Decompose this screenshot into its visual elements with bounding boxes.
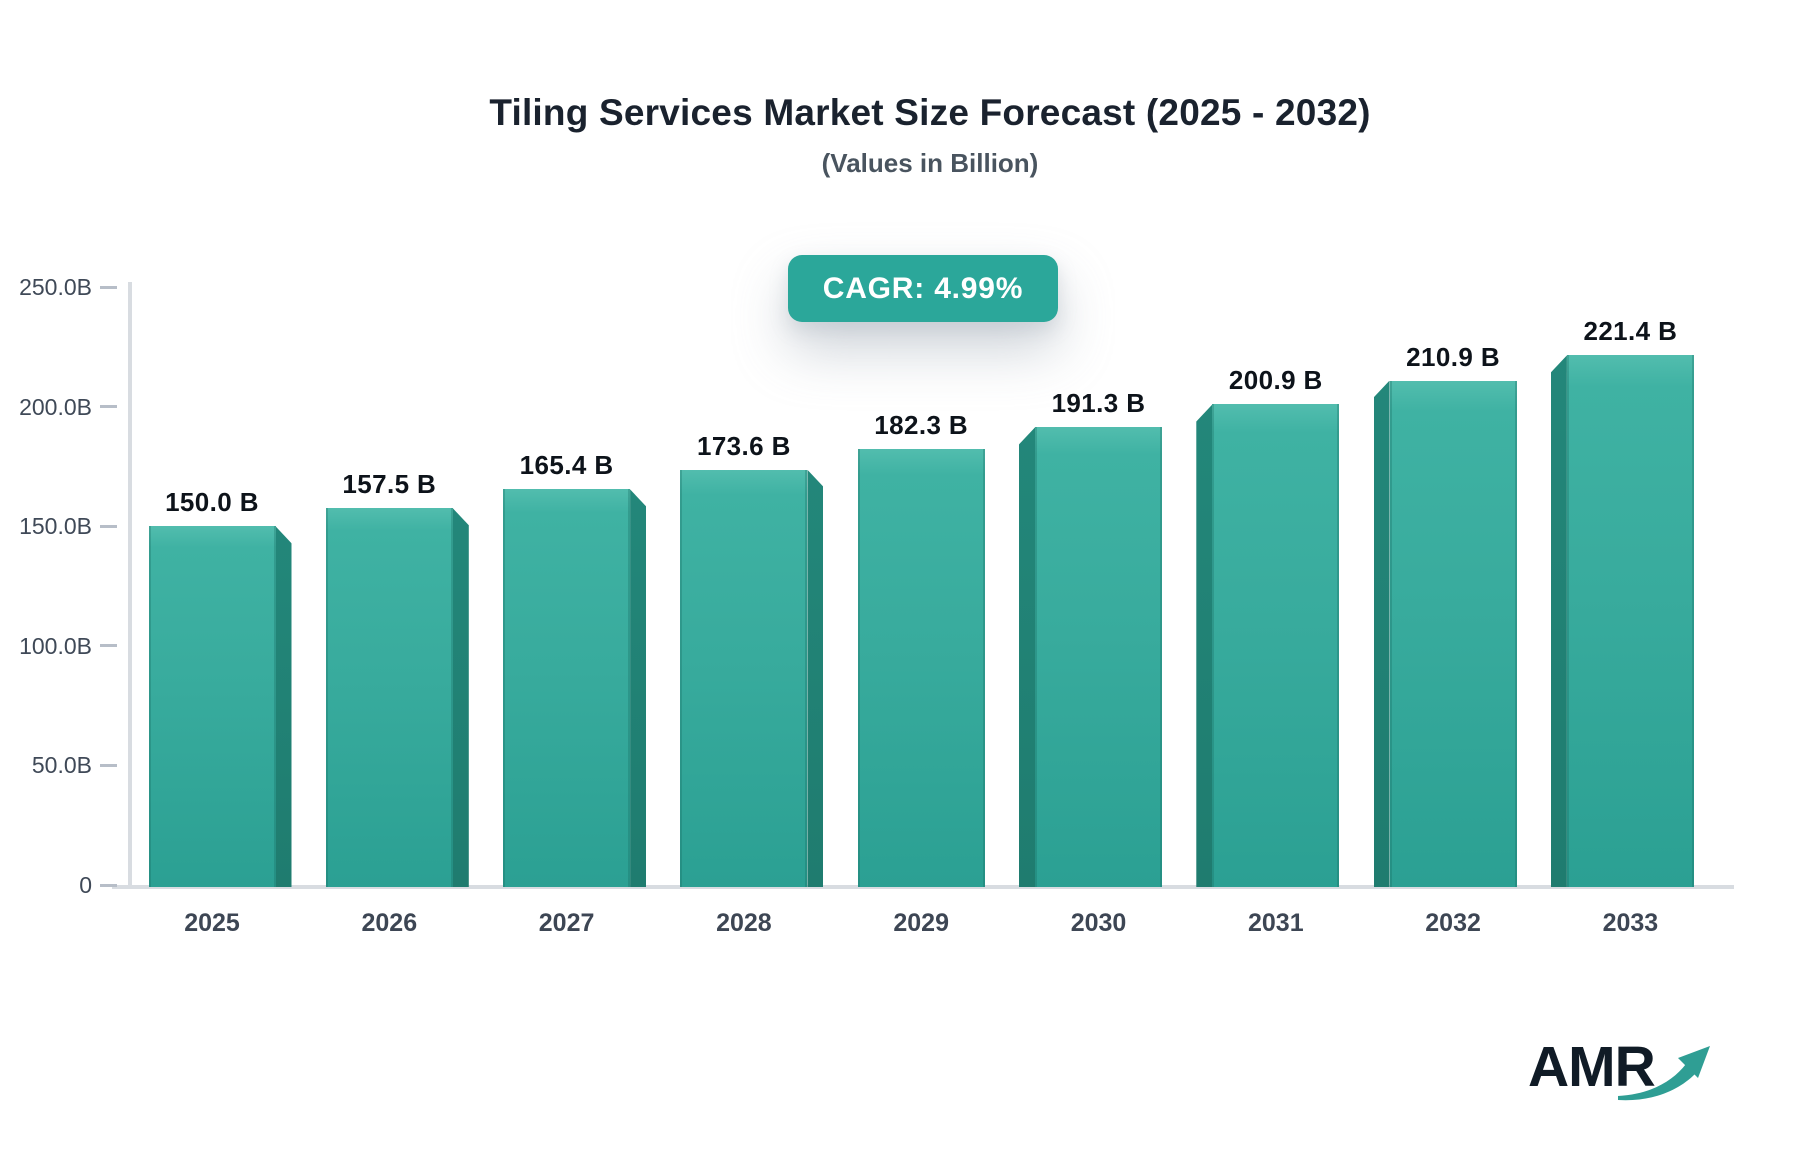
bar-side-3d: [1196, 404, 1213, 887]
bar-face: [680, 469, 808, 887]
y-axis-line: [128, 282, 132, 888]
bar-side-3d: [1019, 427, 1035, 887]
bar-face: [1035, 427, 1162, 887]
x-axis-label-2029: 2029: [893, 909, 949, 937]
bar-value-label: 165.4 B: [519, 450, 614, 481]
y-axis-tick-label: 0: [79, 872, 92, 898]
y-axis-tick-label: 50.0B: [31, 752, 92, 779]
y-axis-tick-label: 100.0B: [19, 632, 92, 659]
bar-face: [503, 489, 631, 887]
y-axis-tick-label: 200.0B: [19, 393, 92, 420]
x-axis-label-2031: 2031: [1247, 909, 1304, 937]
bar-value-label: 150.0 B: [165, 487, 259, 518]
bar-face: [1566, 355, 1694, 887]
y-axis-tick-mark: [100, 524, 117, 528]
bar-face: [1389, 380, 1517, 887]
bar-side-3d: [452, 508, 469, 887]
chart-title: Tiling Services Market Size Forecast (20…: [489, 92, 1371, 133]
chart-header: Tiling Services Market Size Forecast (20…: [60, 92, 1800, 179]
bar-face: [1212, 404, 1340, 887]
brand-logo: AMR: [1528, 1038, 1728, 1118]
bar-value-label: 221.4 B: [1583, 316, 1678, 347]
bar-value-label: 191.3 B: [1051, 388, 1146, 419]
y-axis-tick-mark: [100, 405, 117, 409]
x-axis-line: [112, 885, 1734, 889]
bar-side-3d: [807, 469, 824, 887]
y-axis-tick-mark: [100, 763, 117, 767]
bar-side-3d: [630, 489, 647, 887]
chart-subtitle: (Values in Billion): [821, 148, 1039, 178]
bar-side-3d: [1373, 380, 1390, 887]
y-axis-tick-label: 250.0B: [19, 274, 92, 300]
x-axis-label-2033: 2033: [1602, 909, 1659, 937]
bar-value-label: 157.5 B: [342, 469, 437, 500]
y-axis-tick-mark: [100, 644, 117, 648]
bar-value-label: 200.9 B: [1228, 365, 1323, 396]
bar-value-label: 210.9 B: [1406, 341, 1501, 372]
bar-value-label: 173.6 B: [696, 430, 791, 461]
bar-value-label: 182.3 B: [874, 409, 969, 440]
bar-face: [325, 508, 453, 887]
x-axis-label-2032: 2032: [1425, 909, 1481, 937]
x-axis-label-2030: 2030: [1070, 909, 1127, 937]
x-axis-label-2028: 2028: [716, 909, 772, 937]
bar-face: [857, 448, 985, 887]
x-axis-label-2027: 2027: [538, 909, 595, 937]
y-axis-tick-mark: [100, 883, 117, 887]
bar-side-3d: [275, 526, 292, 887]
brand-logo-text: AMR: [1528, 1035, 1656, 1099]
y-axis-tick-mark: [100, 285, 117, 289]
x-axis-label-2026: 2026: [361, 909, 418, 937]
cagr-badge: CAGR: 4.99%: [788, 255, 1058, 322]
x-axis-label-2025: 2025: [184, 909, 240, 937]
trend-up-arrow-icon: [1618, 1046, 1710, 1101]
y-axis-tick-label: 150.0B: [19, 513, 92, 540]
bar-face: [148, 526, 276, 887]
bar-side-3d: [1550, 355, 1567, 887]
